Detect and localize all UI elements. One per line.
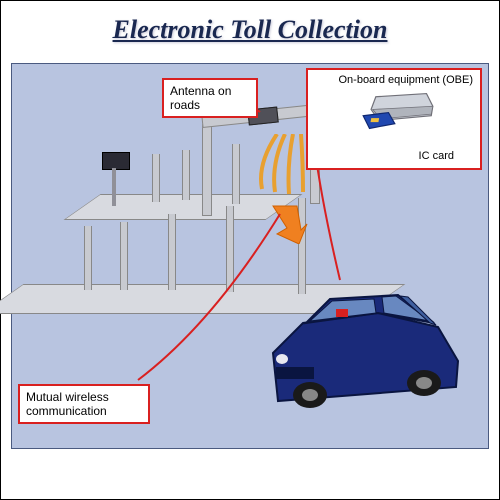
pole xyxy=(168,214,176,290)
pole xyxy=(232,144,240,204)
diagram-container: Electronic Toll Collection xyxy=(0,0,500,500)
antenna-label: Antenna on roads xyxy=(170,84,231,112)
gantry-leg xyxy=(202,124,212,216)
obe-device-icon xyxy=(352,92,444,130)
pole xyxy=(120,222,128,290)
mutual-callout: Mutual wireless communication xyxy=(18,384,150,424)
iccard-label: IC card xyxy=(419,150,454,162)
pole xyxy=(226,206,234,292)
mutual-label: Mutual wireless communication xyxy=(26,390,109,418)
vehicle-icon xyxy=(258,283,468,413)
road-sign xyxy=(102,152,130,170)
pole xyxy=(152,154,160,202)
obe-callout: On-board equipment (OBE) IC card xyxy=(306,68,482,170)
pole xyxy=(84,226,92,290)
pole xyxy=(182,150,190,200)
antenna-callout: Antenna on roads xyxy=(162,78,258,118)
page-title: Electronic Toll Collection xyxy=(1,1,499,55)
scene-panel: Antenna on roads On-board equipment (OBE… xyxy=(11,63,489,449)
obe-label: On-board equipment (OBE) xyxy=(338,74,473,86)
road-sign-pole xyxy=(112,168,116,206)
